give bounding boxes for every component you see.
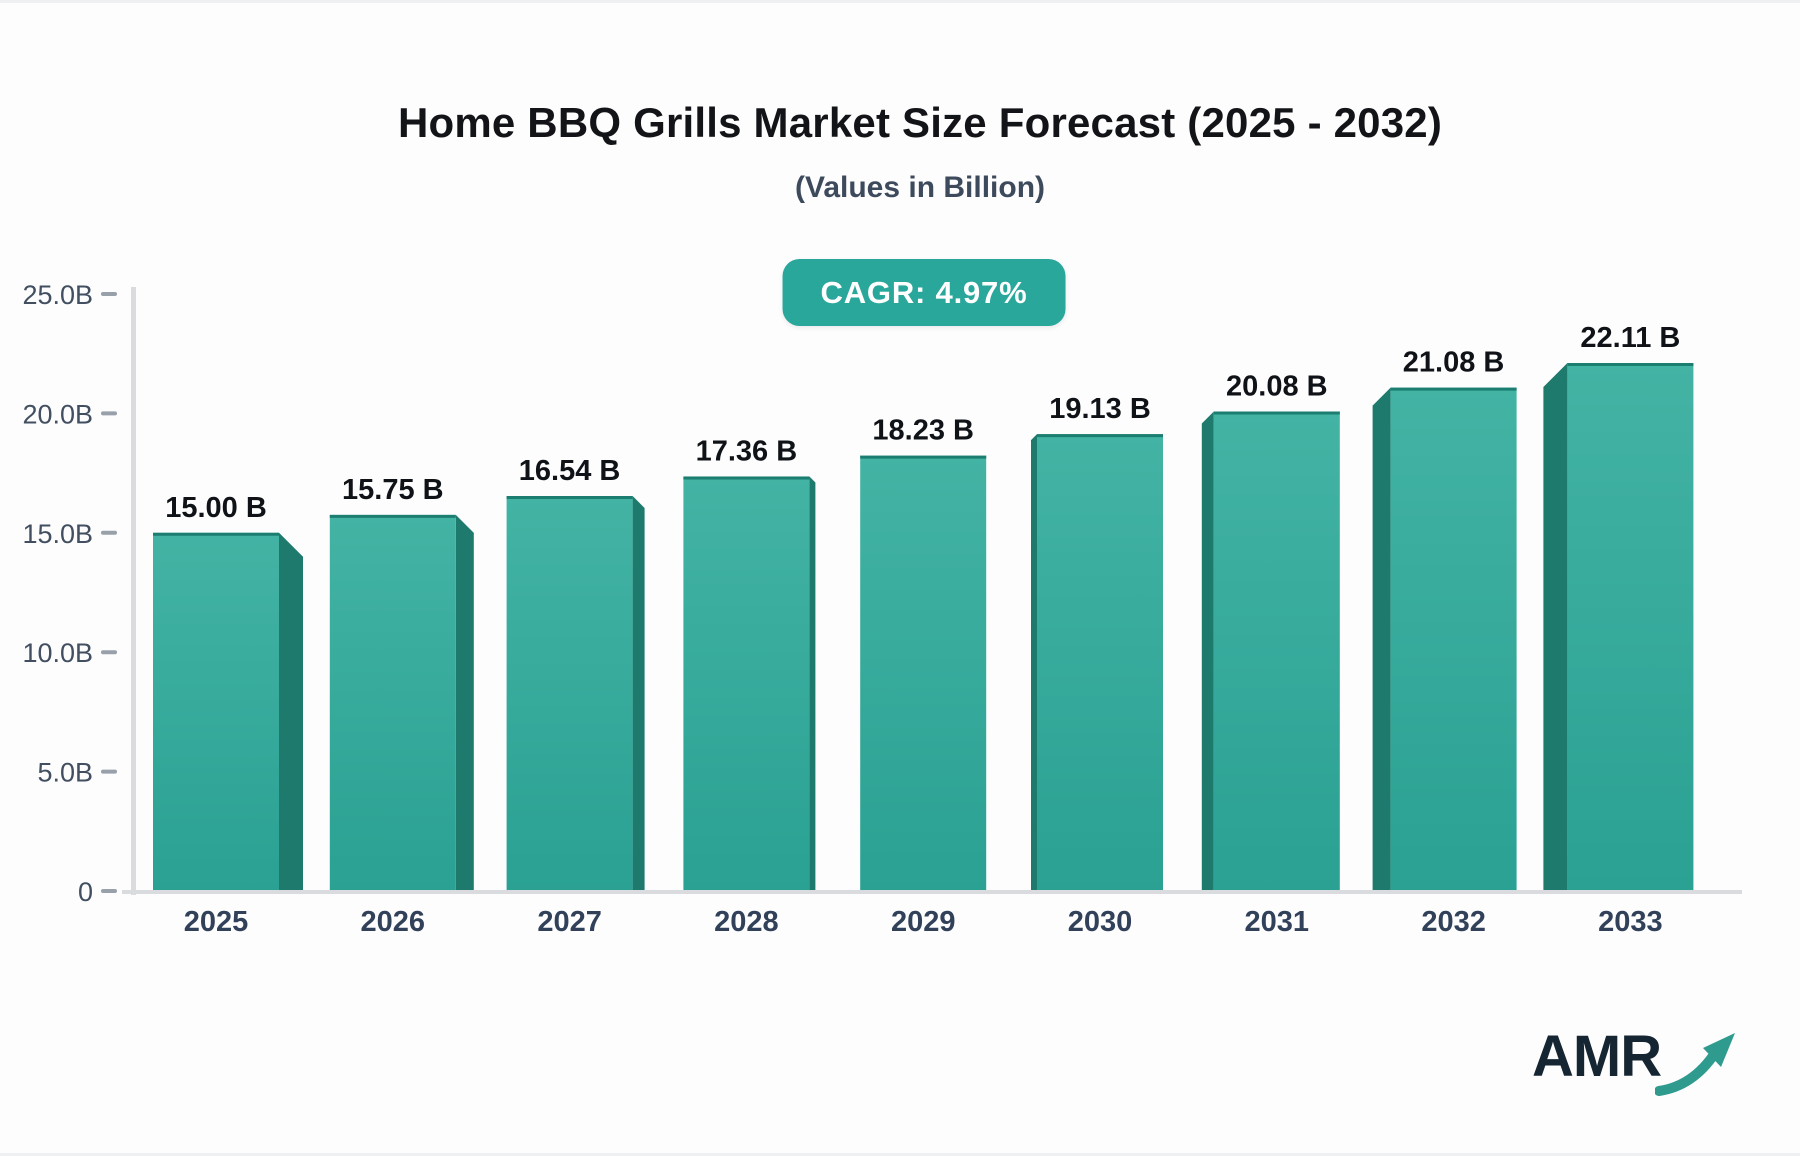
y-tick-label: 15.0B bbox=[22, 519, 93, 549]
bar-front-2033 bbox=[1567, 363, 1694, 892]
bar-front-2027 bbox=[506, 496, 633, 891]
cagr-badge-label: CAGR: 4.97% bbox=[820, 274, 1028, 310]
y-axis-line bbox=[131, 287, 136, 895]
bar-value-label: 17.36 B bbox=[696, 435, 798, 467]
y-tick-label: 0 bbox=[78, 877, 93, 907]
bar-value-label: 19.13 B bbox=[1049, 393, 1151, 425]
bar-front-2026 bbox=[329, 514, 456, 891]
bar-side-2027 bbox=[632, 496, 645, 891]
y-tick-mark bbox=[101, 292, 117, 296]
bar-side-2033 bbox=[1543, 363, 1568, 892]
bar-side-2028 bbox=[809, 476, 816, 891]
bar-front-2029 bbox=[860, 455, 987, 891]
bar-value-label: 22.11 B bbox=[1580, 322, 1680, 354]
y-tick-label: 25.0B bbox=[22, 280, 93, 310]
bar-side-2025 bbox=[279, 532, 303, 891]
y-tick-mark bbox=[101, 650, 117, 655]
x-tick-label: 2028 bbox=[714, 906, 779, 938]
x-tick-label: 2029 bbox=[891, 906, 956, 938]
y-tick-mark bbox=[101, 411, 117, 416]
y-tick-label: 5.0B bbox=[37, 758, 93, 788]
x-tick-label: 2032 bbox=[1421, 906, 1486, 938]
x-axis-line bbox=[122, 890, 1742, 894]
amr-logo: AMR bbox=[1532, 1025, 1737, 1097]
x-tick-label: 2030 bbox=[1068, 906, 1133, 938]
amr-logo-text: AMR bbox=[1532, 1024, 1662, 1089]
chart-title: Home BBQ Grills Market Size Forecast (20… bbox=[397, 99, 1443, 146]
bar-value-label: 15.00 B bbox=[165, 492, 267, 524]
bar-side-2030 bbox=[1031, 434, 1037, 891]
bar-front-2028 bbox=[683, 476, 810, 891]
x-tick-label: 2031 bbox=[1245, 906, 1310, 938]
y-tick-label: 10.0B bbox=[22, 638, 93, 668]
x-tick-label: 2025 bbox=[184, 906, 249, 938]
y-tick-mark bbox=[101, 769, 117, 774]
cagr-badge: CAGR: 4.97% bbox=[782, 259, 1066, 326]
bar-front-2030 bbox=[1037, 434, 1163, 891]
bar-front-2025 bbox=[153, 532, 279, 891]
trend-up-arrow-icon bbox=[1655, 1033, 1736, 1096]
bar-side-2032 bbox=[1372, 387, 1391, 891]
bar-value-label: 20.08 B bbox=[1226, 370, 1328, 402]
bar-chart-plot: 0 5.0B 10.0B 15.0B 20.0B 25.0B 15.00 B 2025 15.7… bbox=[22, 280, 1742, 938]
bar-side-2026 bbox=[455, 514, 474, 891]
x-tick-label: 2033 bbox=[1598, 906, 1663, 938]
x-tick-label: 2026 bbox=[361, 906, 426, 938]
bar-value-label: 16.54 B bbox=[519, 455, 621, 487]
bar-side-2031 bbox=[1201, 411, 1214, 891]
y-tick-label: 20.0B bbox=[22, 399, 93, 429]
x-tick-label: 2027 bbox=[537, 906, 602, 938]
bar-value-label: 21.08 B bbox=[1403, 347, 1505, 379]
y-tick-mark bbox=[101, 530, 117, 535]
y-tick-mark bbox=[101, 889, 117, 893]
bar-front-2032 bbox=[1390, 387, 1517, 891]
bar-value-label: 15.75 B bbox=[342, 474, 444, 506]
chart-subtitle: (Values in Billion) bbox=[794, 171, 1046, 204]
bar-front-2031 bbox=[1213, 411, 1340, 891]
bar-value-label: 18.23 B bbox=[872, 415, 974, 447]
